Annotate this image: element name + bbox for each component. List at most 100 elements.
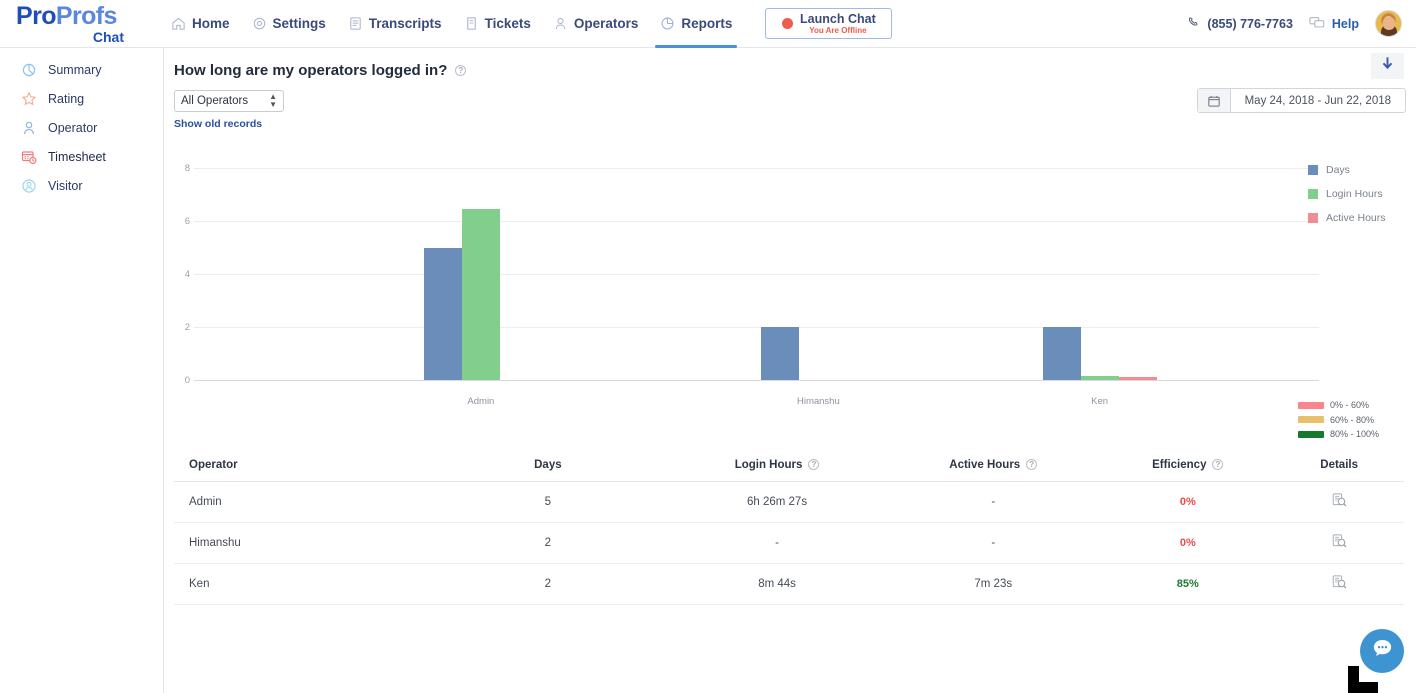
show-old-records-link[interactable]: Show old records <box>174 118 263 130</box>
logo-subtitle: Chat <box>92 28 124 45</box>
cell-details[interactable] <box>1274 493 1404 511</box>
cell-efficiency-value: 0% <box>1179 537 1196 549</box>
column-header-days: Days <box>534 458 562 471</box>
bar-days[interactable] <box>761 327 800 380</box>
date-range-picker[interactable]: May 24, 2018 - Jun 22, 2018 <box>1196 88 1406 113</box>
launch-chat-text: Launch Chat You Are Offline <box>800 12 876 36</box>
cell-efficiency-value: 0% <box>1179 496 1196 508</box>
efficiency-legend-row: 0% - 60% <box>1298 398 1410 413</box>
cell-details[interactable] <box>1274 575 1404 593</box>
y-axis-tick: 6 <box>184 216 190 227</box>
bar-login-hours[interactable] <box>461 209 500 380</box>
nav-item-tickets[interactable]: Tickets <box>453 0 542 48</box>
chevron-updown-icon: ▲ ▼ <box>269 92 277 109</box>
cell-active-hours: - <box>885 496 1101 508</box>
home-icon <box>171 16 186 31</box>
nav-item-transcripts-label: Transcripts <box>368 16 442 31</box>
support-phone[interactable]: (855) 776-7763 <box>1187 16 1293 32</box>
visitor-icon <box>21 178 37 194</box>
header-right-group: (855) 776-7763 Help <box>1187 10 1416 37</box>
help-link[interactable]: Help <box>1309 16 1359 32</box>
bar-login-hours[interactable] <box>1080 376 1119 380</box>
cell-efficiency: 0% <box>1101 496 1274 508</box>
sidebar-item-rating-label: Rating <box>48 91 85 106</box>
table-row[interactable]: Admin 5 6h 26m 27s - 0% <box>174 482 1404 523</box>
cell-active-hours-value: - <box>991 496 996 508</box>
cell-efficiency: 0% <box>1101 537 1274 549</box>
efficiency-legend-row: 60% - 80% <box>1298 413 1410 428</box>
nav-item-settings[interactable]: Settings <box>241 0 337 48</box>
x-axis-label: Ken <box>1091 396 1109 407</box>
logo-profs: Profs <box>55 1 118 30</box>
chat-widget-button[interactable] <box>1360 629 1404 673</box>
operator-filter-select[interactable]: All Operators ▲ ▼ <box>174 90 284 112</box>
details-icon[interactable] <box>1332 493 1347 511</box>
table-row[interactable]: Himanshu 2 - - 0% <box>174 523 1404 564</box>
offline-status-dot <box>782 18 794 29</box>
nav-item-tickets-label: Tickets <box>484 16 531 31</box>
gridline <box>194 380 1319 381</box>
operator-filter-value: All Operators <box>181 95 249 107</box>
cell-operator: Ken <box>174 578 427 590</box>
cell-active-hours-value: 7m 23s <box>974 578 1013 590</box>
cell-active-hours: 7m 23s <box>885 578 1101 590</box>
legend-swatch-days <box>1308 165 1318 175</box>
y-axis-tick: 2 <box>184 322 190 333</box>
launch-chat-button[interactable]: Launch Chat You Are Offline <box>765 8 893 39</box>
bar-active-hours[interactable] <box>1118 376 1157 380</box>
nav-item-home[interactable]: Home <box>160 0 241 48</box>
info-icon[interactable]: ? <box>808 459 820 470</box>
efficiency-legend: 0% - 60% 60% - 80% 80% - 100% <box>1298 398 1410 442</box>
cell-login-hours-value: 8m 44s <box>758 578 796 590</box>
column-header-efficiency: Efficiency? <box>1101 459 1274 471</box>
nav-item-transcripts[interactable]: Transcripts <box>337 0 453 48</box>
y-axis-tick: 4 <box>184 269 190 280</box>
sidebar-item-timesheet[interactable]: Timesheet <box>0 142 163 171</box>
sidebar-item-rating[interactable]: Rating <box>0 84 163 113</box>
user-avatar[interactable] <box>1375 10 1402 37</box>
bar-days[interactable] <box>1042 327 1081 380</box>
bar-days[interactable] <box>423 247 462 380</box>
legend-item-days: Days <box>1308 158 1408 182</box>
bar-group <box>423 168 538 380</box>
table-body: Admin 5 6h 26m 27s - 0% Himanshu 2 - - 0% Ken 2 8m 4… <box>174 482 1404 605</box>
person-icon <box>553 16 568 31</box>
cell-active-hours-value: - <box>991 537 996 549</box>
cell-login-hours-value: 6h 26m 27s <box>746 496 808 508</box>
gridline <box>194 168 1319 169</box>
info-icon[interactable]: ? <box>455 65 467 76</box>
nav-item-operators[interactable]: Operators <box>542 0 650 48</box>
nav-item-settings-label: Settings <box>272 16 326 31</box>
star-icon <box>21 91 37 107</box>
cell-days-value: 5 <box>544 496 552 508</box>
sidebar-item-summary[interactable]: Summary <box>0 55 163 84</box>
download-report-button[interactable] <box>1371 53 1404 79</box>
reports-sidebar: Summary Rating Operator Timesheet Visito… <box>0 48 164 693</box>
table-row[interactable]: Ken 2 8m 44s 7m 23s 85% <box>174 564 1404 605</box>
pie-chart-icon <box>660 16 675 31</box>
launch-chat-title: Launch Chat <box>800 11 876 26</box>
top-navigation-bar: ProProfs Chat Home Settings Transcripts <box>0 0 1416 48</box>
legend-label-days: Days <box>1326 164 1350 176</box>
info-icon[interactable]: ? <box>1212 459 1224 470</box>
cell-active-hours: - <box>885 537 1101 549</box>
details-icon[interactable] <box>1332 575 1347 593</box>
cell-operator: Admin <box>174 496 427 508</box>
legend-swatch-active-hours <box>1308 213 1318 223</box>
legend-item-active-hours: Active Hours <box>1308 206 1408 230</box>
cell-operator-value: Admin <box>189 496 222 508</box>
sidebar-item-visitor[interactable]: Visitor <box>0 171 163 200</box>
info-icon[interactable]: ? <box>1026 459 1038 470</box>
cell-operator-value: Ken <box>189 578 210 590</box>
sidebar-item-operator[interactable]: Operator <box>0 113 163 142</box>
cell-login-hours-value: - <box>775 537 779 549</box>
nav-item-reports[interactable]: Reports <box>649 0 743 48</box>
sidebar-item-operator-label: Operator <box>48 120 98 135</box>
proprofs-logo[interactable]: ProProfs Chat <box>0 1 150 45</box>
sidebar-item-visitor-label: Visitor <box>48 178 83 193</box>
details-icon[interactable] <box>1332 534 1347 552</box>
cell-details[interactable] <box>1274 534 1404 552</box>
cell-login-hours: - <box>669 537 885 549</box>
nav-item-home-label: Home <box>192 16 230 31</box>
column-header-operator: Operator <box>189 458 238 471</box>
